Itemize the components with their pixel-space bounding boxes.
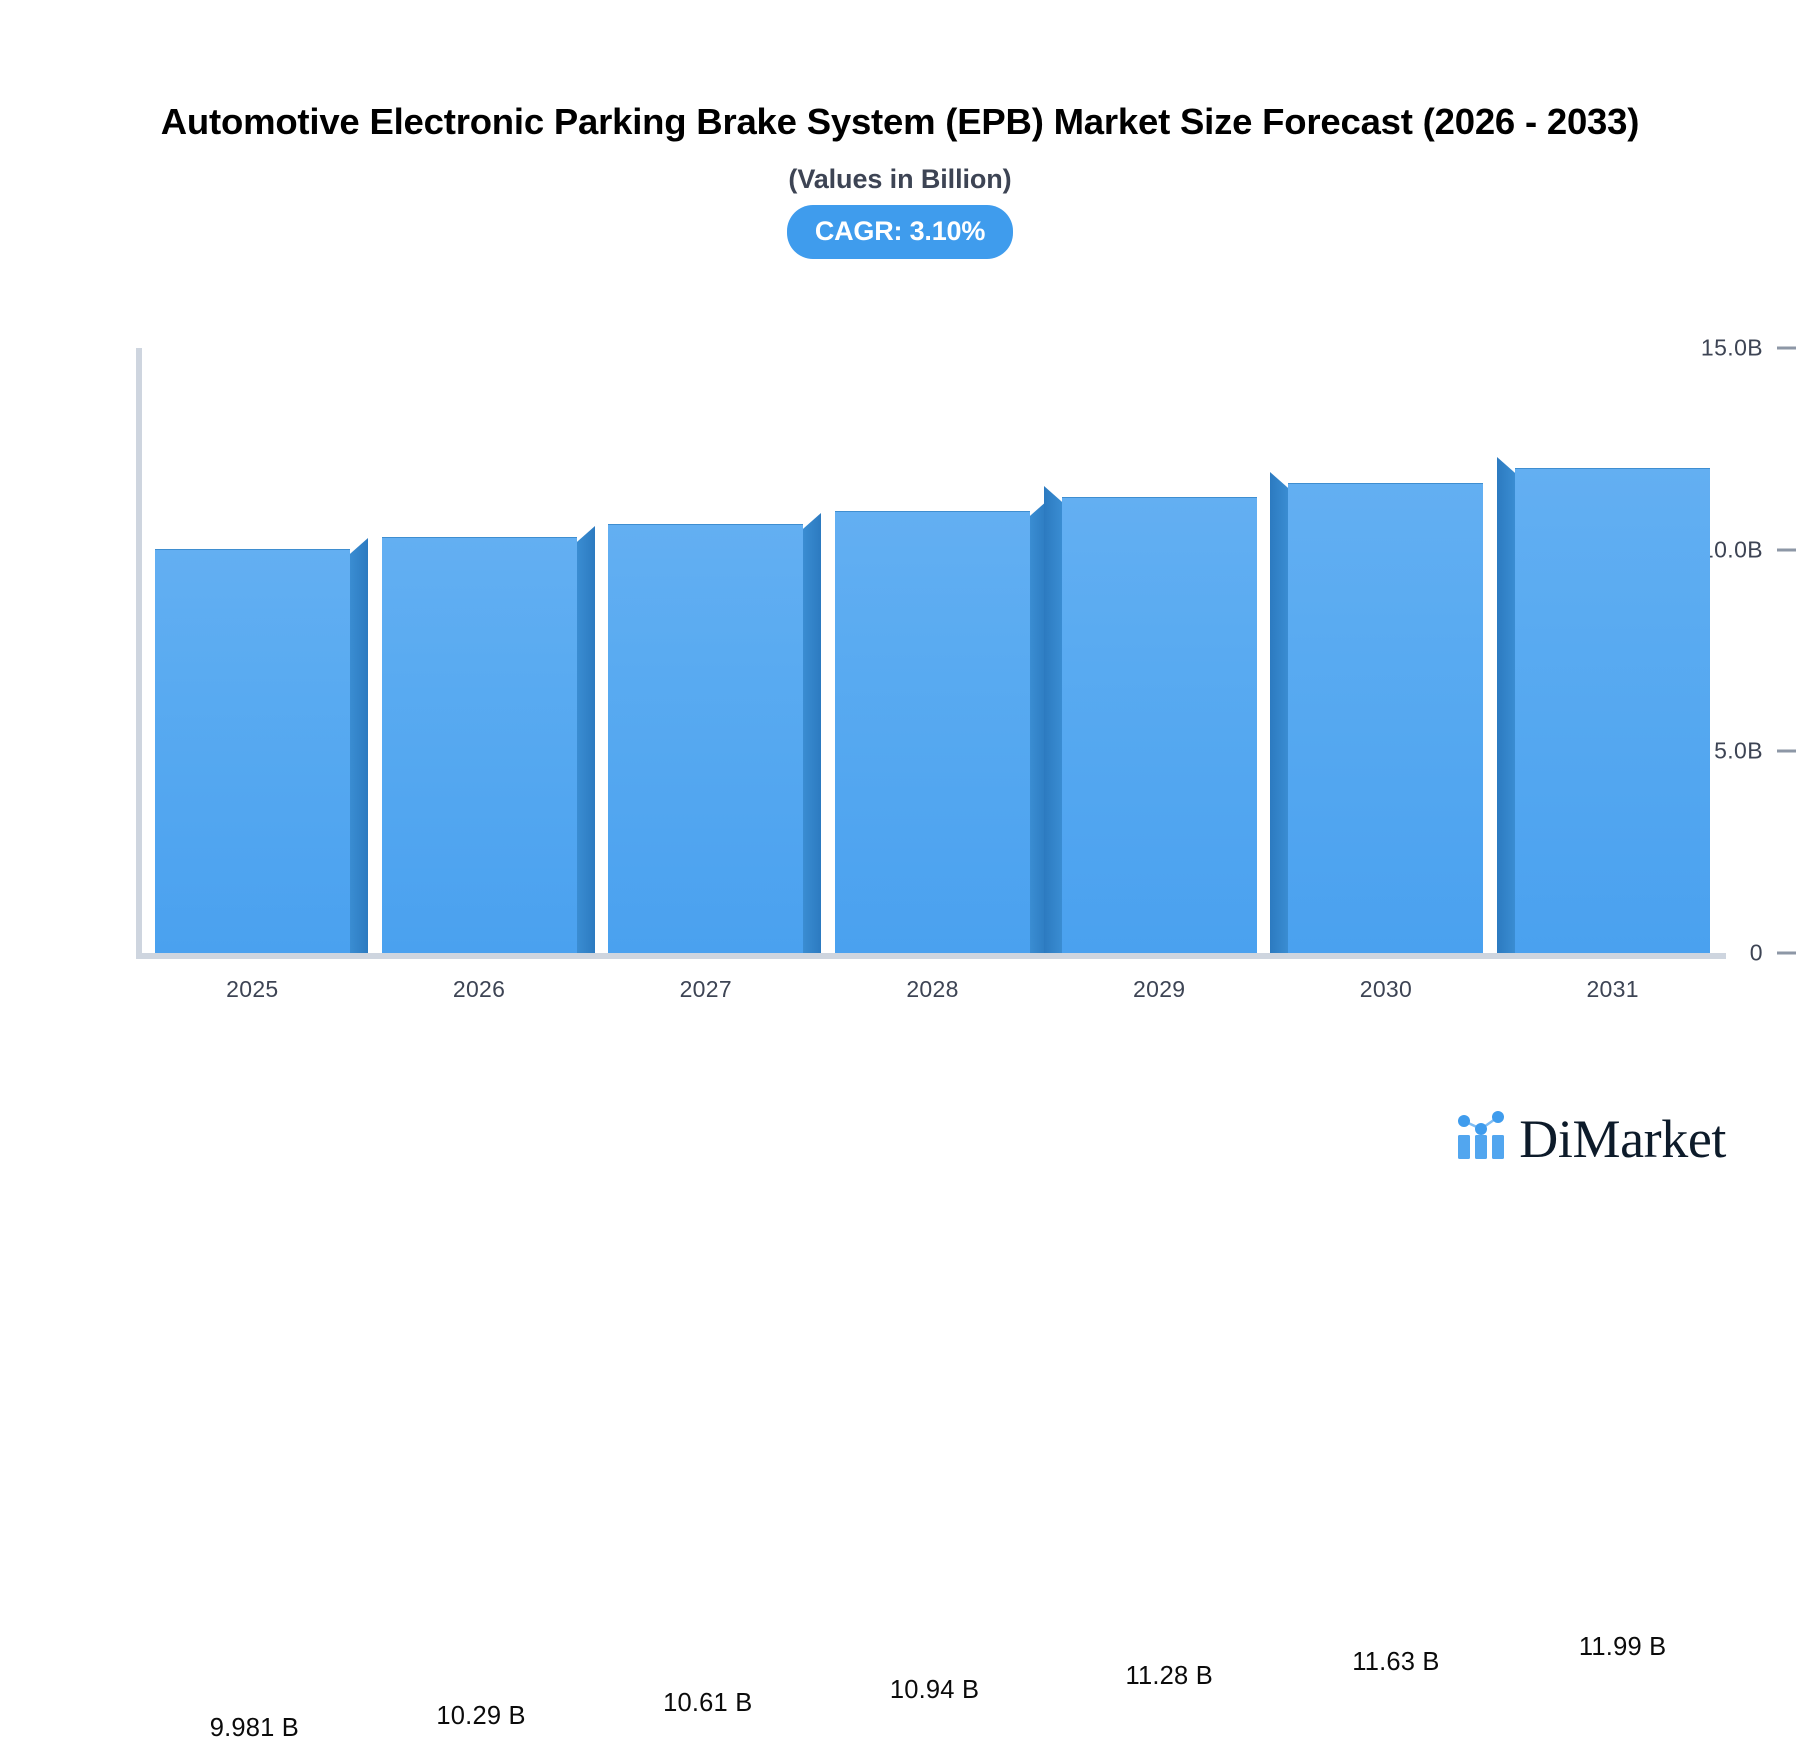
bar-side-face: [1497, 457, 1515, 953]
y-axis-tick-label: 5.0B: [1714, 737, 1763, 764]
bar-value-label: 11.63 B: [1352, 1648, 1440, 1676]
y-axis-tick: 10.0B: [1674, 536, 1800, 563]
x-axis-line: [136, 953, 1726, 959]
brand-name: DiMarket: [1519, 1108, 1726, 1169]
bar-value-label: 10.61 B: [663, 1689, 753, 1717]
x-axis-tick-label: 2030: [1359, 976, 1413, 1002]
bar-value-label: 10.94 B: [889, 1676, 980, 1704]
bar-value-label: 11.99 B: [1578, 1633, 1667, 1661]
y-axis-tick-mark: [1777, 346, 1796, 350]
bar-side-face: [1270, 472, 1288, 953]
y-axis-tick-label: 0: [1749, 939, 1763, 966]
bar-side-face: [1030, 500, 1048, 953]
bar-value-label: 9.981 B: [209, 1714, 299, 1742]
y-axis-tick-mark: [1777, 951, 1796, 955]
cagr-badge: CAGR: 3.10%: [786, 205, 1014, 260]
y-axis-tick-mark: [1777, 749, 1796, 753]
y-axis-tick: 15.0B: [1674, 335, 1800, 362]
y-axis-tick: 5.0B: [1674, 738, 1800, 765]
bar-front-face[interactable]: [155, 549, 350, 953]
x-axis-tick-label: 2029: [1133, 976, 1186, 1002]
bar-side-face: [350, 538, 368, 953]
bar-chart-icon: [1455, 1111, 1507, 1166]
y-axis-tick-label: 10.0B: [1700, 536, 1763, 563]
chart-subtitle: (Values in Billion): [788, 164, 1012, 195]
bar-front-face[interactable]: [1288, 483, 1483, 953]
y-axis-tick: 0: [1674, 940, 1800, 967]
x-axis-tick-label: 2031: [1586, 976, 1639, 1002]
brand-logo: DiMarket: [1455, 1111, 1726, 1166]
bar-front-face[interactable]: [1062, 497, 1257, 953]
bar-front-face[interactable]: [835, 511, 1030, 953]
bar-front-face[interactable]: [608, 524, 803, 953]
bar-side-face: [1044, 486, 1062, 953]
plot-area: 15.0B 10.0B 5.0B 0 2025 2026 2027 2028 2029 2030…: [136, 335, 1800, 1742]
bar-front-face[interactable]: [1515, 468, 1710, 953]
bar-value-label: 11.28 B: [1125, 1662, 1213, 1690]
x-axis-tick-label: 2027: [679, 976, 732, 1002]
bar-side-face: [577, 526, 595, 953]
y-axis-line: [136, 348, 142, 959]
chart-header: Automotive Electronic Parking Brake Syst…: [0, 98, 1800, 260]
chart-title: Automotive Electronic Parking Brake Syst…: [160, 101, 1640, 142]
chart-container: Automotive Electronic Parking Brake Syst…: [0, 98, 1800, 1742]
bar-value-label: 10.29 B: [436, 1702, 526, 1730]
x-axis-tick-label: 2026: [452, 976, 506, 1002]
y-axis-tick-mark: [1777, 548, 1796, 552]
y-axis-tick-label: 15.0B: [1700, 334, 1763, 361]
cagr-badge-wrapper: CAGR: 3.10%: [0, 205, 1800, 260]
bar-side-face: [803, 513, 821, 953]
x-axis-tick-label: 2028: [906, 976, 959, 1002]
bar-front-face[interactable]: [382, 537, 577, 953]
x-axis-tick-label: 2025: [226, 976, 279, 1002]
